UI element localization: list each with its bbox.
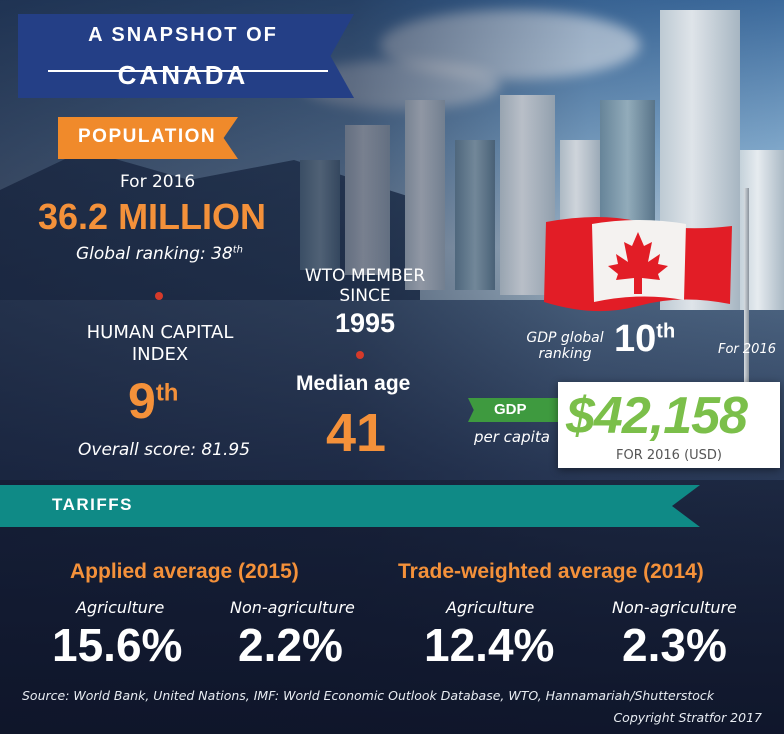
- applied-nonagri-label: Non-agriculture: [230, 598, 355, 617]
- separator-dot: [155, 292, 163, 300]
- gdp-ranking-label-line1: GDP global: [526, 330, 604, 346]
- gdp-ranking-number: 10: [614, 318, 657, 360]
- gdp-ranking-year: For 2016: [718, 342, 776, 357]
- gdp-tag-label: GDP: [494, 401, 527, 418]
- hci-label-line2: INDEX: [131, 344, 189, 365]
- hci-rank-suffix: th: [155, 379, 179, 407]
- wto-year: 1995: [334, 308, 396, 338]
- gdp-tag: GDP: [468, 398, 564, 422]
- title-banner: A SNAPSHOT OF CANADA: [18, 14, 354, 98]
- hci-rank-number: 9: [128, 373, 156, 429]
- copyright-note: Copyright Stratfor 2017: [613, 710, 762, 725]
- population-value: 36.2 MILLION: [38, 196, 267, 237]
- gdp-ranking-label-line2: ranking: [538, 346, 592, 362]
- hci-score: Overall score: 81.95: [78, 440, 251, 460]
- trade-weighted-nonagri-label: Non-agriculture: [612, 598, 737, 617]
- applied-heading: Applied average (2015): [70, 560, 299, 583]
- population-banner: POPULATION: [58, 117, 238, 159]
- applied-agri-label: Agriculture: [76, 598, 165, 617]
- population-label: POPULATION: [78, 126, 217, 147]
- trade-weighted-agri-label: Agriculture: [446, 598, 535, 617]
- flag-pole: [744, 188, 749, 388]
- wto-label-line2: SINCE: [339, 286, 391, 306]
- gdp-subtitle: FOR 2016 (USD): [615, 448, 722, 463]
- gdp-ranking-suffix: th: [656, 320, 676, 343]
- trade-weighted-nonagri-value: 2.3%: [622, 619, 727, 671]
- canada-flag-icon: [544, 217, 732, 312]
- title-divider: [48, 70, 328, 72]
- wto-label-line1: WTO MEMBER: [304, 266, 426, 286]
- population-year: For 2016: [120, 172, 196, 192]
- trade-weighted-agri-value: 12.4%: [424, 619, 555, 671]
- gdp-value: $42,158: [566, 387, 748, 445]
- hci-label-line1: HUMAN CAPITAL: [86, 322, 234, 343]
- title-line2: CANADA: [117, 60, 249, 90]
- applied-nonagri-value: 2.2%: [238, 619, 343, 671]
- applied-agri-value: 15.6%: [52, 619, 183, 671]
- source-note: Source: World Bank, United Nations, IMF:…: [22, 688, 715, 703]
- median-age-value: 41: [326, 403, 387, 463]
- separator-dot: [356, 351, 364, 359]
- title-line1: A SNAPSHOT OF: [88, 24, 278, 46]
- population-ranking: Global ranking: 38th: [76, 244, 243, 264]
- gdp-per-capita-label: per capita: [474, 428, 550, 446]
- tariffs-banner: TARIFFS: [0, 485, 700, 527]
- hci-rank: 9th: [128, 372, 178, 430]
- trade-weighted-heading: Trade-weighted average (2014): [398, 560, 704, 583]
- gdp-ranking-value: 10th: [614, 318, 675, 361]
- gdp-value-box: $42,158 FOR 2016 (USD): [558, 382, 780, 468]
- population-ranking-suffix: th: [232, 244, 243, 256]
- tariffs-label: TARIFFS: [52, 495, 134, 514]
- population-ranking-text: Global ranking: 38: [76, 244, 233, 264]
- median-age-label: Median age: [296, 372, 411, 395]
